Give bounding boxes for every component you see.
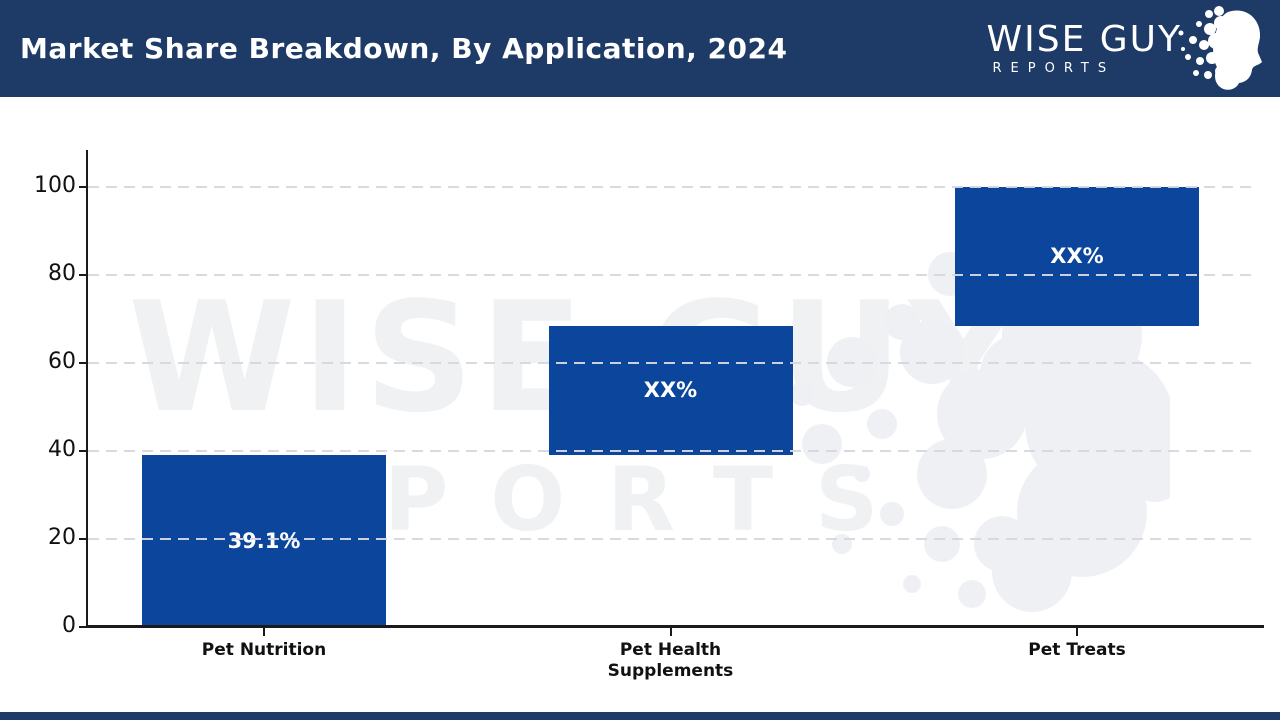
header-band: Market Share Breakdown, By Application, … [0, 0, 1280, 97]
x-tick-mark-1 [263, 628, 265, 636]
x-category-label-1: Pet Nutrition [201, 640, 327, 660]
gridline-60 [88, 362, 1258, 364]
y-axis-line [86, 150, 88, 627]
logo-wordmark: WISE GUY [986, 18, 1182, 60]
wise-guy-logo: WISE GUY REPORTS [987, 0, 1269, 97]
y-tick-mark-100 [79, 186, 88, 188]
page-title: Market Share Breakdown, By Application, … [20, 32, 788, 65]
y-tick-label-20: 20 [48, 525, 76, 550]
y-tick-label-80: 80 [48, 261, 76, 286]
bar-pet-nutrition: 39.1% [142, 454, 386, 627]
footer-band [0, 712, 1280, 720]
bar-pet-treats: XX% [955, 187, 1199, 326]
x-category-label-2: Pet Health Supplements [607, 640, 734, 681]
y-tick-mark-80 [79, 274, 88, 276]
x-tick-mark-2 [669, 628, 672, 636]
bar-value-label: XX% [1050, 244, 1104, 269]
x-tick-mark-3 [1076, 628, 1078, 636]
y-tick-mark-60 [79, 362, 88, 364]
y-tick-label-60: 60 [48, 349, 76, 374]
bar-value-label: 39.1% [227, 528, 301, 553]
gridline-40 [88, 450, 1258, 452]
y-tick-label-100: 100 [34, 173, 76, 198]
y-tick-label-40: 40 [48, 437, 76, 462]
logo-subtitle: REPORTS [992, 60, 1116, 76]
y-tick-mark-0 [79, 626, 88, 628]
y-tick-mark-40 [79, 450, 88, 452]
chart-plot-area: 0 20 40 60 80 100 39.1% Pet Nutrition XX% Pet Hea… [0, 97, 1280, 712]
y-tick-label-0: 0 [62, 613, 76, 638]
y-tick-mark-20 [79, 538, 88, 540]
dotted-face-icon [1178, 5, 1262, 90]
bar-pet-health-supplements: XX% [548, 325, 793, 455]
gridline-20 [88, 538, 1258, 540]
x-category-label-3: Pet Treats [1028, 640, 1126, 660]
gridline-100 [88, 186, 1258, 188]
logo-text: WISE GUY REPORTS [986, 18, 1183, 76]
x-axis-line [86, 625, 1264, 628]
bar-value-label: XX% [643, 378, 698, 403]
gridline-80 [88, 274, 1258, 276]
